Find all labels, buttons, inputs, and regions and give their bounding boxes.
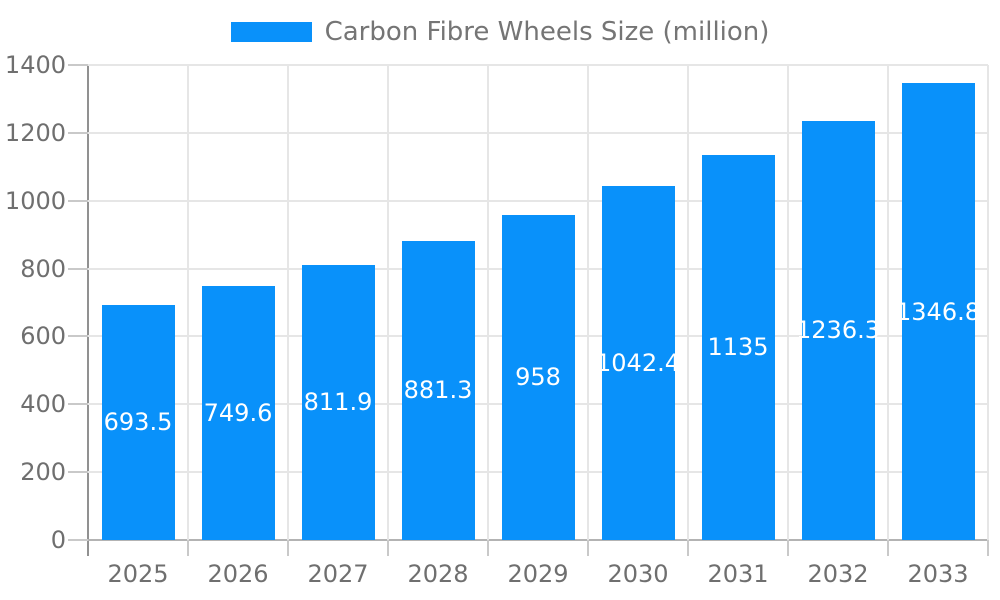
x-axis-label: 2027 [307, 560, 369, 588]
y-axis-line [87, 65, 89, 556]
x-gridline [887, 65, 889, 540]
x-gridline [387, 65, 389, 540]
x-gridline [787, 65, 789, 540]
x-axis-label: 2026 [207, 560, 269, 588]
y-tick [68, 131, 88, 134]
bar-2026[interactable]: 749.6 [201, 285, 275, 540]
y-tick [68, 403, 88, 406]
x-tick [687, 540, 689, 556]
bar-value-label: 1236.3 [796, 316, 880, 345]
y-axis-label: 600 [20, 322, 66, 351]
x-tick [187, 540, 189, 556]
y-axis-label: 1200 [4, 118, 66, 147]
x-axis-label: 2030 [607, 560, 669, 588]
bar-2033[interactable]: 1346.8 [896, 83, 980, 540]
y-tick [68, 539, 88, 541]
y-tick [68, 471, 88, 474]
y-axis-label: 800 [20, 254, 66, 283]
x-axis-label: 2033 [907, 560, 969, 588]
x-tick [487, 540, 489, 556]
x-axis-label: 2031 [707, 560, 769, 588]
y-gridline [88, 131, 988, 134]
bar-value-label: 811.9 [303, 388, 373, 417]
bar-value-label: 749.6 [203, 398, 273, 427]
x-tick [287, 540, 289, 556]
x-gridline [187, 65, 189, 540]
y-tick [68, 64, 88, 66]
y-axis-label: 200 [20, 458, 66, 487]
x-axis-line [68, 539, 988, 541]
y-gridline [88, 199, 988, 202]
x-gridline [587, 65, 589, 540]
x-axis-label: 2028 [407, 560, 469, 588]
x-axis-label: 2032 [807, 560, 869, 588]
bar-value-label: 881.3 [403, 376, 473, 405]
bar-value-label: 1135 [707, 333, 769, 362]
legend-swatch [230, 22, 312, 42]
x-tick [987, 540, 989, 556]
x-gridline [487, 65, 489, 540]
y-axis-label: 1000 [4, 186, 66, 215]
bar-2032[interactable]: 1236.3 [796, 120, 880, 540]
bar-2031[interactable]: 1135 [701, 154, 775, 540]
x-axis-label: 2029 [507, 560, 569, 588]
x-tick [587, 540, 589, 556]
x-gridline [287, 65, 289, 540]
x-gridline [987, 65, 989, 540]
legend-label: Carbon Fibre Wheels Size (million) [324, 17, 770, 47]
x-tick [387, 540, 389, 556]
y-tick [68, 335, 88, 338]
x-gridline [687, 65, 689, 540]
y-gridline [88, 64, 988, 66]
bar-2029[interactable]: 958 [501, 214, 575, 540]
bar-2027[interactable]: 811.9 [301, 264, 375, 540]
bar-value-label: 958 [515, 363, 561, 392]
bar-value-label: 1042.4 [596, 349, 680, 378]
y-axis-label: 0 [50, 526, 66, 554]
y-axis-label: 400 [20, 390, 66, 419]
x-tick [887, 540, 889, 556]
bar-2025[interactable]: 693.5 [101, 304, 175, 540]
x-axis-label: 2025 [107, 560, 169, 588]
legend[interactable]: Carbon Fibre Wheels Size (million) [0, 17, 1000, 47]
x-tick [787, 540, 789, 556]
y-axis-label: 1400 [4, 51, 66, 79]
y-tick [68, 199, 88, 202]
bar-2028[interactable]: 881.3 [401, 240, 475, 540]
bar-value-label: 693.5 [103, 408, 173, 437]
y-tick [68, 267, 88, 270]
bar-value-label: 1346.8 [896, 297, 980, 326]
bar-2030[interactable]: 1042.4 [596, 186, 680, 540]
